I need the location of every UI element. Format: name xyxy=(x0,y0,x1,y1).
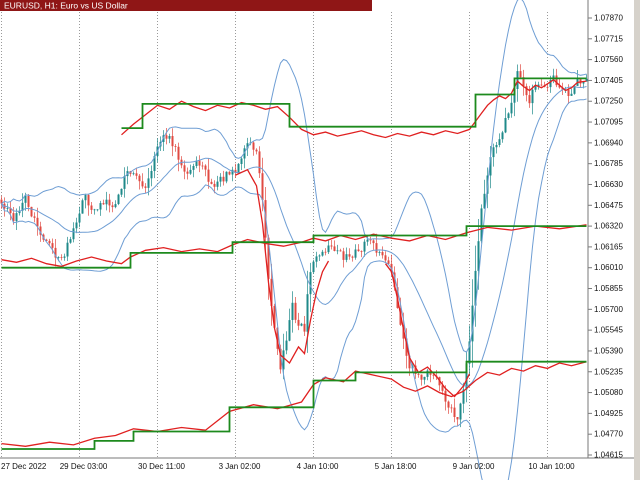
svg-text:1.06320: 1.06320 xyxy=(594,222,623,231)
svg-text:1.06630: 1.06630 xyxy=(594,180,623,189)
svg-text:1.07250: 1.07250 xyxy=(594,97,623,106)
svg-text:29 Dec 03:00: 29 Dec 03:00 xyxy=(60,462,108,471)
svg-text:1.05545: 1.05545 xyxy=(594,326,623,335)
svg-text:1.07095: 1.07095 xyxy=(594,118,623,127)
svg-text:1.05080: 1.05080 xyxy=(594,388,623,397)
svg-text:1.04615: 1.04615 xyxy=(594,451,623,460)
svg-text:3 Jan 02:00: 3 Jan 02:00 xyxy=(219,462,261,471)
svg-text:27 Dec 2022: 27 Dec 2022 xyxy=(1,462,47,471)
svg-text:1.04925: 1.04925 xyxy=(594,409,623,418)
chart-title-bar: EURUSD, H1: Euro vs US Dollar xyxy=(0,0,372,11)
svg-text:1.07405: 1.07405 xyxy=(594,76,623,85)
svg-text:1.06785: 1.06785 xyxy=(594,159,623,168)
title-bar-background xyxy=(0,0,372,11)
indicator-lines-layer xyxy=(1,77,587,450)
chart-title: EURUSD, H1: Euro vs US Dollar xyxy=(4,1,128,11)
svg-text:1.05855: 1.05855 xyxy=(594,284,623,293)
svg-text:5 Jan 18:00: 5 Jan 18:00 xyxy=(375,462,417,471)
svg-text:1.06165: 1.06165 xyxy=(594,242,623,251)
svg-text:1.07560: 1.07560 xyxy=(594,55,623,64)
svg-text:1.05700: 1.05700 xyxy=(594,305,623,314)
svg-text:1.06010: 1.06010 xyxy=(594,263,623,272)
svg-text:4 Jan 10:00: 4 Jan 10:00 xyxy=(297,462,339,471)
svg-text:1.07870: 1.07870 xyxy=(594,14,623,23)
svg-text:1.06940: 1.06940 xyxy=(594,138,623,147)
svg-text:1.05235: 1.05235 xyxy=(594,367,623,376)
svg-text:1.07715: 1.07715 xyxy=(594,34,623,43)
svg-text:1.04770: 1.04770 xyxy=(594,430,623,439)
svg-text:10 Jan 10:00: 10 Jan 10:00 xyxy=(528,462,575,471)
svg-text:1.06475: 1.06475 xyxy=(594,201,623,210)
svg-text:9 Jan 02:00: 9 Jan 02:00 xyxy=(453,462,495,471)
svg-text:30 Dec 11:00: 30 Dec 11:00 xyxy=(138,462,186,471)
svg-text:1.05390: 1.05390 xyxy=(594,347,623,356)
